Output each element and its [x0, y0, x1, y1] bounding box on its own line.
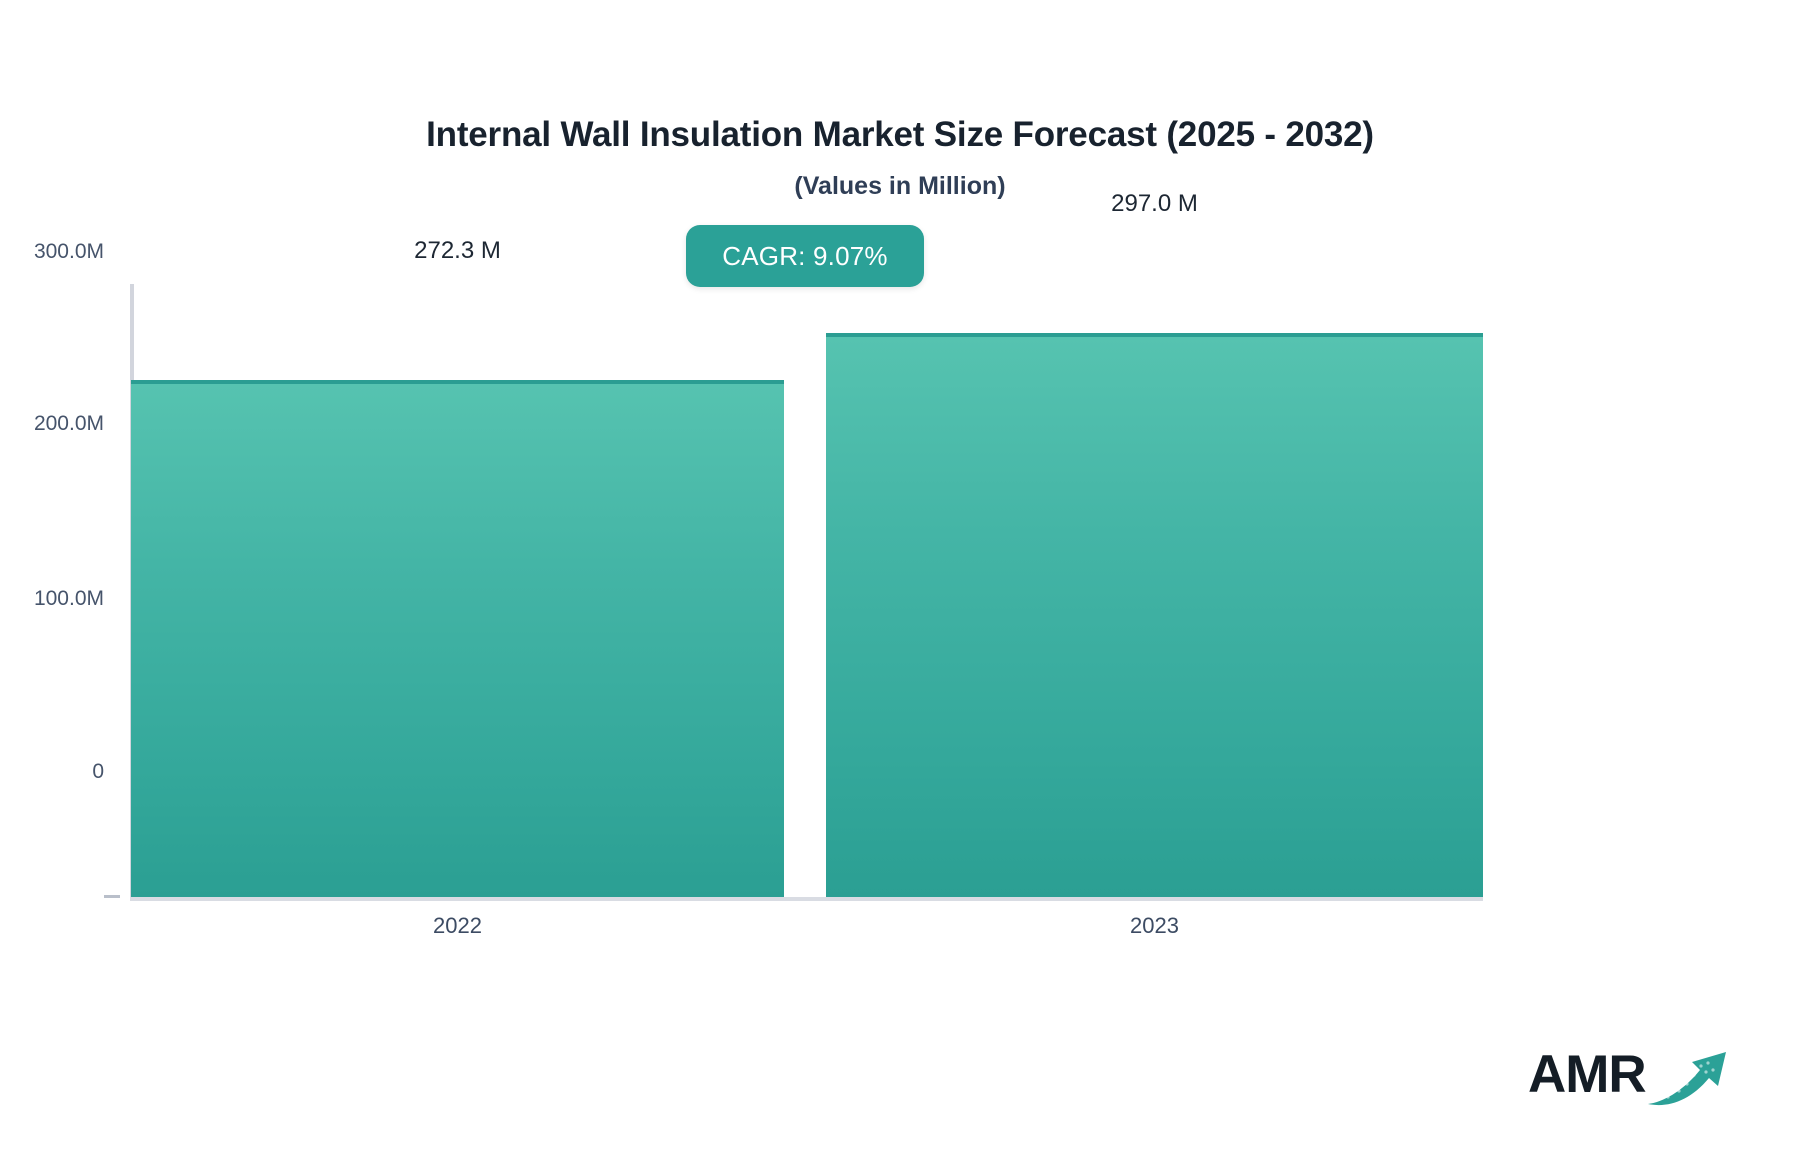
- bar-value-2022: 272.3 M: [414, 237, 501, 264]
- x-axis-label-2022: 2022: [433, 913, 482, 938]
- y-axis-label-300: 300.0M: [33, 240, 104, 263]
- plot-area: 272.3 M 2022 297.0 M 2023: [104, 190, 1483, 938]
- y-axis-label-0: 0: [92, 760, 104, 783]
- y-axis-label-100: 100.0M: [33, 587, 104, 610]
- cagr-badge: CAGR: 9.07%: [686, 225, 924, 287]
- amr-logo-text: AMR: [1528, 1045, 1647, 1104]
- chart-subtitle: (Values in Million): [794, 172, 1006, 200]
- y-axis-label-200: 200.0M: [33, 412, 104, 435]
- bar-2022[interactable]: [131, 380, 784, 897]
- x-axis-label-2023: 2023: [1130, 913, 1179, 938]
- amr-logo: AMR: [1528, 1040, 1728, 1110]
- x-axis-line: [130, 897, 1483, 901]
- chart-title: Internal Wall Insulation Market Size For…: [426, 115, 1374, 154]
- growth-arrow-icon: [1648, 1052, 1726, 1106]
- cagr-badge-label: CAGR: 9.07%: [722, 240, 888, 271]
- bar-value-2023: 297.0 M: [1111, 190, 1198, 217]
- bar-2023[interactable]: [826, 333, 1483, 897]
- y-axis-tick-zero: [104, 895, 120, 898]
